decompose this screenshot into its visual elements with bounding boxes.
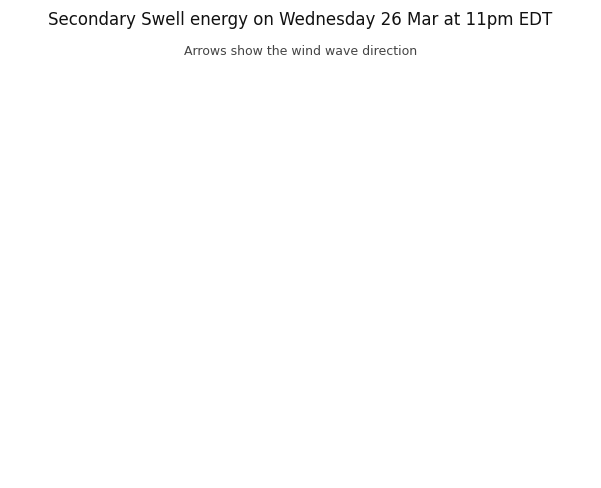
Text: Secondary Swell energy on Wednesday 26 Mar at 11pm EDT: Secondary Swell energy on Wednesday 26 M…	[48, 11, 553, 29]
Text: cartopy required: cartopy required	[243, 270, 358, 284]
Text: Arrows show the wind wave direction: Arrows show the wind wave direction	[184, 45, 417, 58]
